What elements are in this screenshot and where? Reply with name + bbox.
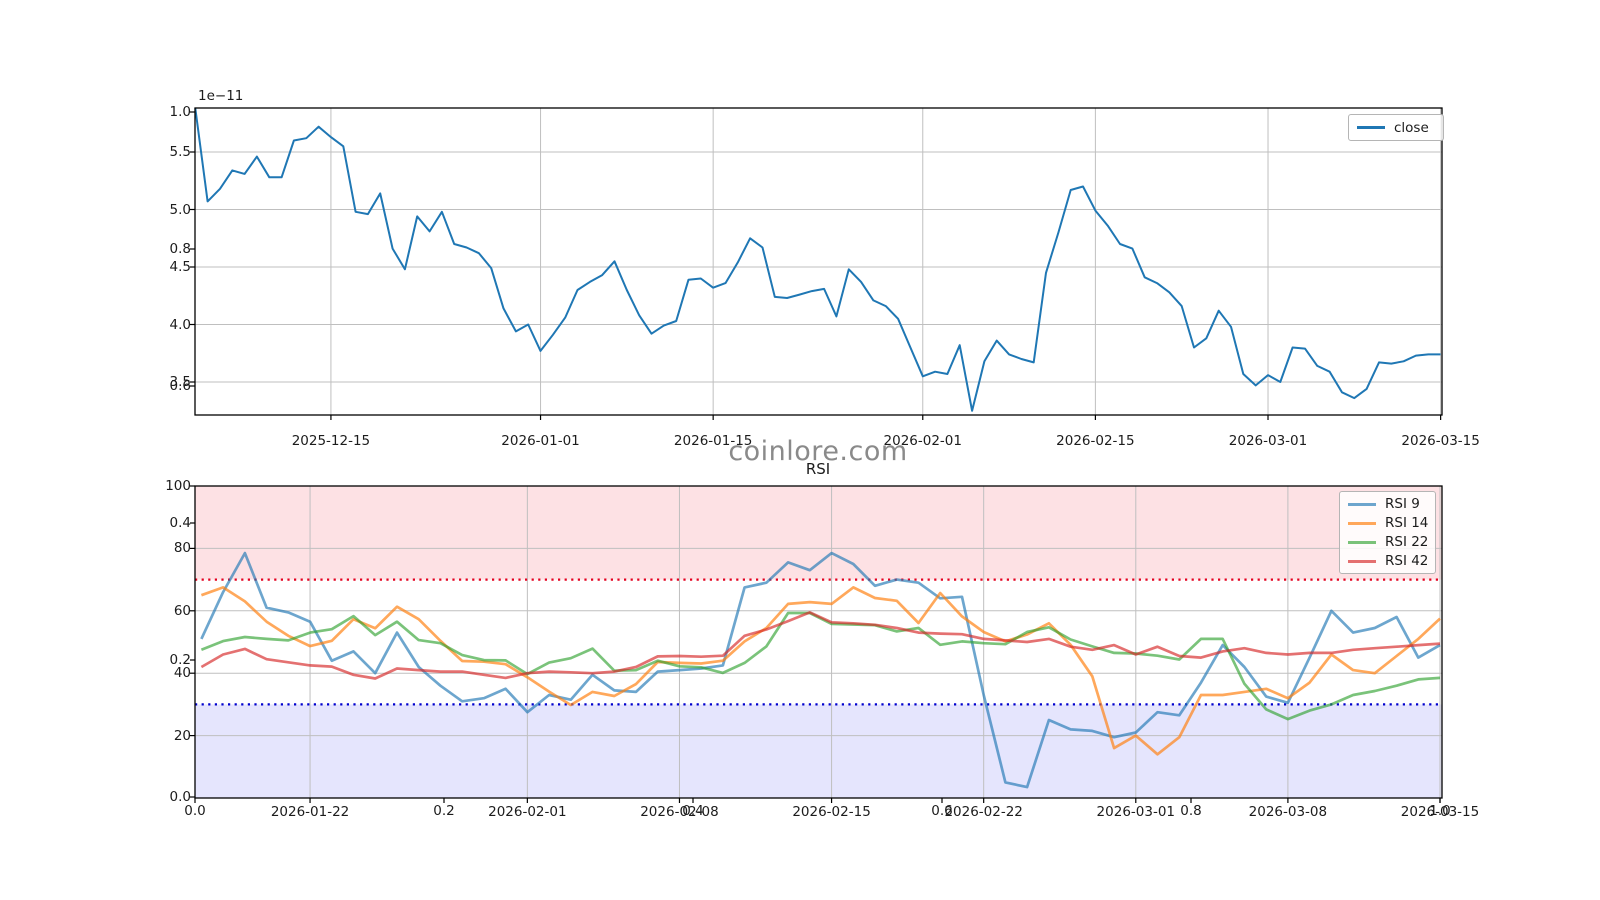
price-x-tick-label: 2026-02-01	[883, 433, 962, 449]
price-y-tick-label: 4.0	[169, 316, 191, 333]
rsi-line-2	[200, 586, 1441, 756]
price-x-tick-label: 2026-01-15	[673, 433, 753, 449]
rsi-legend-entry-2: RSI 14	[1340, 514, 1435, 533]
rsi-x-tick-label: 2026-01-22	[270, 804, 350, 820]
rsi-legend-swatch-2	[1348, 521, 1376, 525]
stray-x-tick-label: 0.8	[1180, 803, 1202, 819]
price-x-tick-label: 2026-01-01	[501, 433, 580, 449]
rsi-legend-entry-3: RSI 22	[1340, 533, 1435, 552]
rsi-legend-label-3: RSI 22	[1385, 534, 1429, 550]
stray-x-tick-label: 1.0	[1429, 803, 1451, 819]
rsi-chart-title: RSI	[805, 460, 831, 478]
stray-x-tick-label: 0.2	[433, 803, 455, 819]
price-legend: close	[1348, 114, 1444, 141]
price-y-tick-label: 5.0	[169, 201, 191, 218]
rsi-legend-swatch-3	[1348, 540, 1376, 544]
rsi-y-tick-label: 100	[165, 478, 191, 494]
rsi-x-tick-label: 2026-02-08	[640, 804, 719, 820]
close-legend-label: close	[1394, 119, 1429, 136]
rsi-x-tick-label: 2026-03-15	[1400, 804, 1480, 820]
price-axis-offset-label: 1e−11	[198, 88, 244, 104]
price-y-tick-label: 3.5	[169, 374, 191, 390]
rsi-x-tick-label: 2026-02-01	[488, 804, 567, 820]
rsi-chart-frame	[194, 485, 1443, 799]
price-x-tick-label: 2026-02-15	[1056, 433, 1135, 449]
price-x-tick-label: 2026-03-15	[1401, 433, 1480, 449]
price-chart-frame	[194, 107, 1443, 416]
watermark: coinlore.com	[728, 436, 908, 467]
rsi-line-3	[200, 611, 1441, 721]
rsi-line-4	[200, 611, 1441, 680]
rsi-x-tick-label: 2026-03-01	[1096, 804, 1176, 820]
rsi-x-tick-label: 2026-02-22	[944, 804, 1023, 820]
stray-y-tick-label: 0.2	[169, 652, 191, 668]
stray-x-tick-label: 0.6	[931, 803, 953, 819]
rsi-y-tick-label: 40	[173, 665, 191, 682]
stray-y-tick-label: 0.6	[169, 378, 191, 394]
rsi-y-tick-label: 20	[173, 727, 191, 744]
close-line	[194, 108, 1441, 412]
rsi-x-tick-label: 2026-03-08	[1248, 804, 1328, 820]
price-x-tick-label: 2026-03-01	[1228, 433, 1308, 449]
stray-y-tick-label: 0.4	[169, 515, 191, 531]
stray-y-tick-label: 1.0	[169, 104, 191, 120]
rsi-legend-swatch-1	[1348, 502, 1376, 506]
stray-x-tick-label: 0.4	[682, 803, 704, 819]
rsi-legend-entry-4: RSI 42	[1340, 552, 1435, 571]
price-y-tick-label: 4.5	[169, 259, 191, 275]
price-y-tick-label: 5.5	[169, 144, 191, 160]
price-x-tick-label: 2025-12-15	[291, 433, 371, 449]
rsi-legend: RSI 9 RSI 14 RSI 22 RSI 42	[1339, 491, 1436, 574]
rsi-overbought-band	[195, 486, 1442, 580]
rsi-legend-swatch-4	[1348, 559, 1376, 563]
rsi-legend-label-2: RSI 14	[1385, 515, 1429, 531]
rsi-x-tick-label: 2026-02-15	[792, 804, 871, 820]
rsi-legend-entry-1: RSI 9	[1340, 495, 1435, 514]
rsi-line-1	[200, 551, 1441, 789]
stray-y-tick-label: 0.8	[169, 241, 191, 257]
close-series-swatch	[1357, 126, 1385, 129]
stray-y-tick-label: 0.0	[169, 789, 191, 805]
rsi-oversold-band	[195, 704, 1442, 798]
rsi-y-tick-label: 80	[173, 540, 191, 557]
rsi-legend-label-4: RSI 42	[1385, 553, 1429, 569]
rsi-legend-label-1: RSI 9	[1385, 496, 1420, 512]
rsi-y-tick-label: 60	[173, 602, 191, 619]
stray-x-tick-label: 0.0	[184, 803, 206, 819]
